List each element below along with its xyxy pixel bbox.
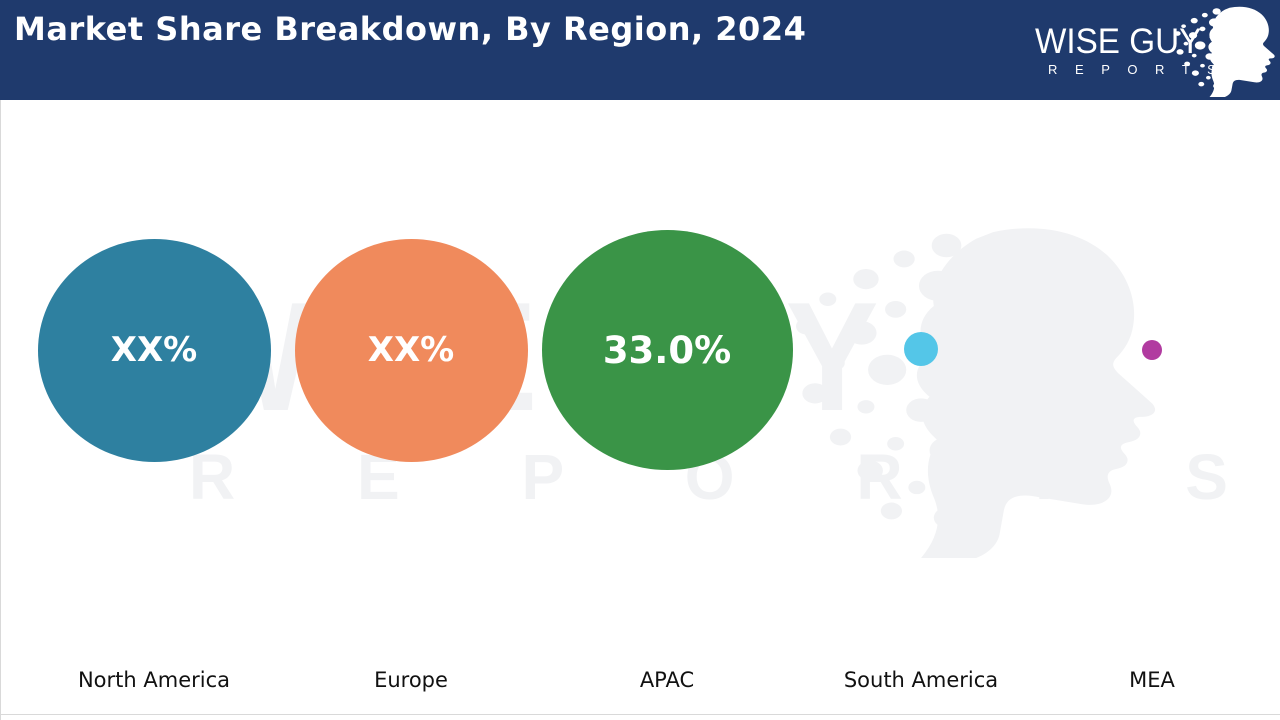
bubble-south-america <box>904 332 938 366</box>
logo-subtitle: R E P O R T S <box>1048 62 1223 77</box>
logo-wordmark: WISE GUY <box>1035 22 1202 61</box>
x-axis-line <box>1 714 1280 715</box>
watermark-head-icon <box>743 222 1167 558</box>
bubble-north-america: XX% <box>37 238 271 462</box>
bubble-value-label: XX% <box>367 330 455 370</box>
bubble-value-label: 33.0% <box>602 328 732 372</box>
category-label-mea: MEA <box>1129 668 1175 692</box>
bubble-europe: XX% <box>294 238 528 462</box>
bubble-mea <box>1142 340 1162 360</box>
category-label-north-america: North America <box>77 668 231 692</box>
category-label-apac: APAC <box>639 668 695 692</box>
wise-guy-logo: WISE GUY R E P O R T S <box>1030 0 1280 100</box>
bubble-apac: 33.0% <box>541 230 793 470</box>
header-bar: Market Share Breakdown, By Region, 2024 … <box>0 0 1280 100</box>
category-label-europe: Europe <box>374 668 448 692</box>
bubble-chart: WISE GUY R E P O R T S XX% XX% 33.0% North… <box>0 100 1280 720</box>
category-label-south-america: South America <box>843 668 999 692</box>
wise-guy-head-icon <box>1160 5 1278 97</box>
bubble-value-label: XX% <box>110 330 198 370</box>
page-title: Market Share Breakdown, By Region, 2024 <box>14 10 807 48</box>
